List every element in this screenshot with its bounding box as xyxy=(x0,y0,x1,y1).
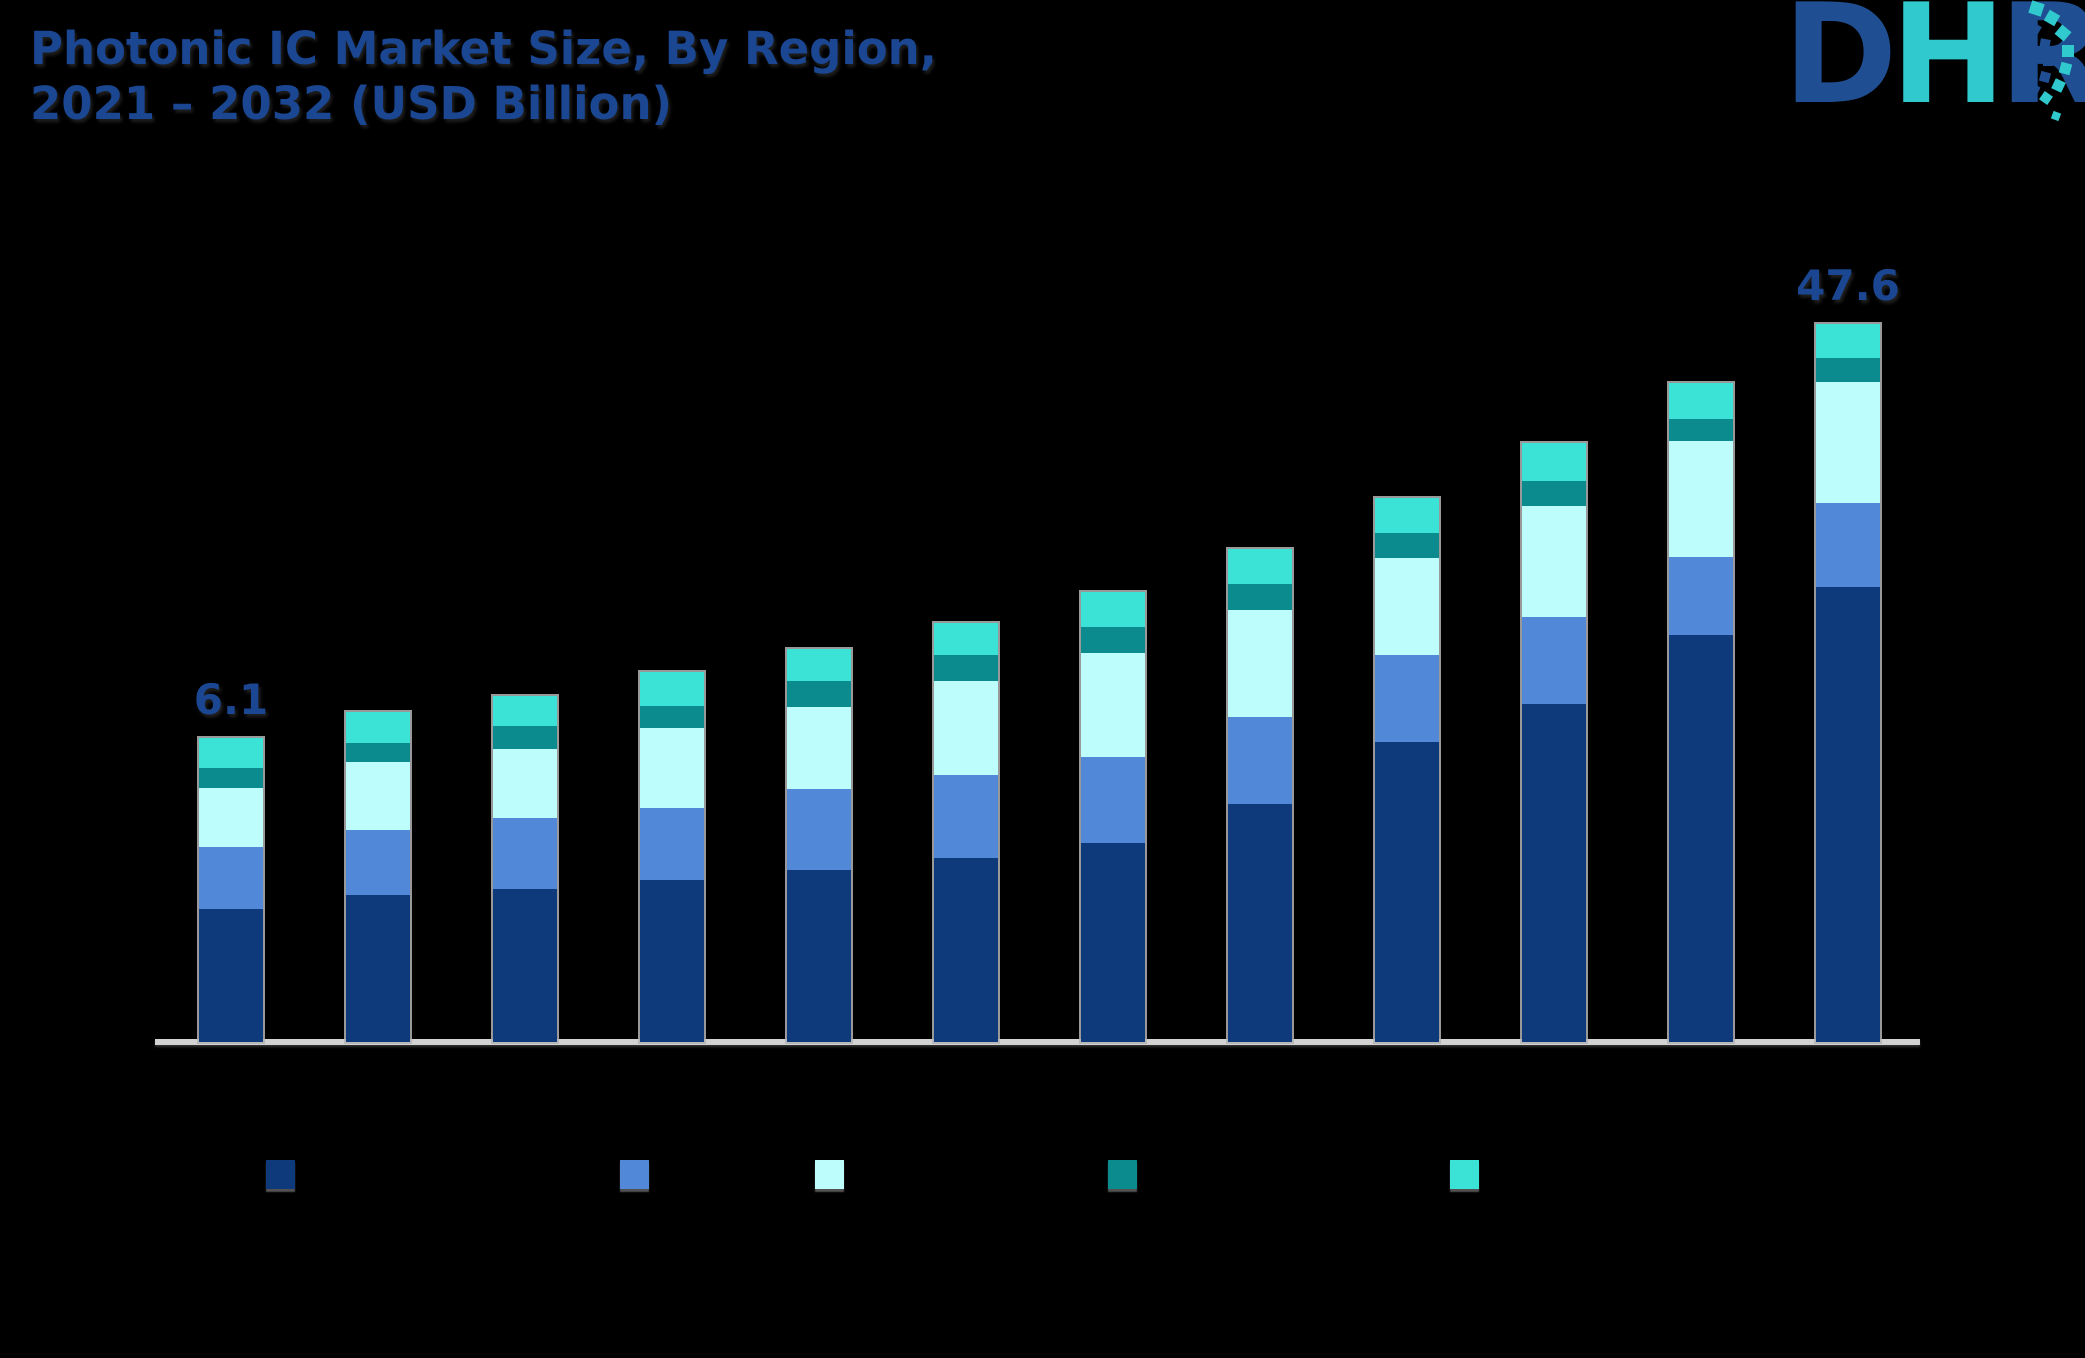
x-axis-line xyxy=(155,1039,1920,1045)
bar-2027-segment-1-navy xyxy=(1081,843,1145,1042)
bar-2023 xyxy=(493,696,557,1042)
legend-swatch-4 xyxy=(1108,1160,1137,1189)
logo-dot-12 xyxy=(2043,56,2053,66)
bar-2025-segment-1-navy xyxy=(787,870,851,1042)
bar-2032-segment-2-medium-blue xyxy=(1816,503,1880,587)
bar-2031 xyxy=(1669,383,1733,1042)
bar-2021-segment-3-pale-cyan xyxy=(199,788,263,847)
bar-2026-segment-4-dark-teal xyxy=(934,655,998,681)
bar-2028-segment-5-turquoise xyxy=(1228,549,1292,584)
bar-2028-segment-2-medium-blue xyxy=(1228,717,1292,804)
bar-2028-segment-1-navy xyxy=(1228,804,1292,1042)
bar-2024-segment-2-medium-blue xyxy=(640,808,704,880)
legend-swatch-1 xyxy=(266,1160,295,1189)
bar-2026-segment-2-medium-blue xyxy=(934,775,998,858)
bar-2025 xyxy=(787,649,851,1042)
bar-2025-segment-4-dark-teal xyxy=(787,681,851,707)
bar-2027-segment-5-turquoise xyxy=(1081,592,1145,627)
bar-2030 xyxy=(1522,443,1586,1042)
bar-2031-segment-1-navy xyxy=(1669,635,1733,1042)
bar-2022-segment-2-medium-blue xyxy=(346,830,410,895)
value-label-2032: 47.6 xyxy=(1796,261,1900,310)
bar-2030-segment-3-pale-cyan xyxy=(1522,506,1586,617)
chart-title-line2: 2021 – 2032 (USD Billion) xyxy=(30,76,673,130)
bar-2025-segment-2-medium-blue xyxy=(787,789,851,870)
bar-2028 xyxy=(1228,549,1292,1042)
bar-2030-segment-5-turquoise xyxy=(1522,443,1586,481)
bar-2022-segment-5-turquoise xyxy=(346,712,410,743)
bar-2021-segment-1-navy xyxy=(199,909,263,1042)
bar-2029-segment-2-medium-blue xyxy=(1375,655,1439,742)
bar-2022-segment-1-navy xyxy=(346,895,410,1042)
bar-2022-segment-3-pale-cyan xyxy=(346,762,410,830)
bar-2023-segment-3-pale-cyan xyxy=(493,749,557,818)
bar-2029-segment-3-pale-cyan xyxy=(1375,558,1439,655)
bar-2026-segment-5-turquoise xyxy=(934,623,998,655)
bar-2022-segment-4-dark-teal xyxy=(346,743,410,762)
bar-2028-segment-3-pale-cyan xyxy=(1228,610,1292,717)
bar-2024-segment-3-pale-cyan xyxy=(640,728,704,808)
bar-2023-segment-2-medium-blue xyxy=(493,818,557,889)
bar-2032-segment-4-dark-teal xyxy=(1816,358,1880,382)
chart-title-line1: Photonic IC Market Size, By Region, xyxy=(30,22,937,75)
bar-2021 xyxy=(199,738,263,1042)
bar-2022 xyxy=(346,712,410,1042)
bar-2026-segment-1-navy xyxy=(934,858,998,1042)
bar-2025-segment-3-pale-cyan xyxy=(787,707,851,789)
bar-2021-segment-4-dark-teal xyxy=(199,768,263,788)
bar-2032-segment-5-turquoise xyxy=(1816,324,1880,358)
bar-2031-segment-2-medium-blue xyxy=(1669,557,1733,635)
legend-swatch-2 xyxy=(620,1160,649,1189)
bar-2030-segment-1-navy xyxy=(1522,704,1586,1042)
bar-2026-segment-3-pale-cyan xyxy=(934,681,998,775)
bar-2024 xyxy=(640,672,704,1042)
bar-2031-segment-3-pale-cyan xyxy=(1669,441,1733,557)
bar-2029-segment-4-dark-teal xyxy=(1375,533,1439,558)
legend-swatch-3 xyxy=(815,1160,844,1189)
bar-2027-segment-2-medium-blue xyxy=(1081,757,1145,843)
bar-2024-segment-4-dark-teal xyxy=(640,706,704,728)
bar-2032-segment-3-pale-cyan xyxy=(1816,382,1880,503)
legend-swatch-5 xyxy=(1450,1160,1479,1189)
bar-2026 xyxy=(934,623,998,1042)
bar-2028-segment-4-dark-teal xyxy=(1228,584,1292,610)
logo-letter-d: D xyxy=(1783,0,1898,135)
bar-2030-segment-2-medium-blue xyxy=(1522,617,1586,704)
bar-2025-segment-5-turquoise xyxy=(787,649,851,681)
bar-2021-segment-2-medium-blue xyxy=(199,847,263,909)
bar-2031-segment-4-dark-teal xyxy=(1669,419,1733,441)
value-label-2021: 6.1 xyxy=(193,675,269,724)
bar-2029-segment-1-navy xyxy=(1375,742,1439,1042)
logo-letter-h: H xyxy=(1890,0,2006,135)
chart-title: Photonic IC Market Size, By Region, 2021… xyxy=(30,22,937,132)
bar-2027 xyxy=(1081,592,1145,1042)
logo-dot-4 xyxy=(2062,45,2074,57)
bar-2029-segment-5-turquoise xyxy=(1375,498,1439,533)
bar-2031-segment-5-turquoise xyxy=(1669,383,1733,419)
bar-2029 xyxy=(1375,498,1439,1042)
bar-2021-segment-5-turquoise xyxy=(199,738,263,768)
bar-2027-segment-4-dark-teal xyxy=(1081,627,1145,653)
bar-2032-segment-1-navy xyxy=(1816,587,1880,1042)
bar-2024-segment-1-navy xyxy=(640,880,704,1042)
bar-2023-segment-5-turquoise xyxy=(493,696,557,726)
bar-2024-segment-5-turquoise xyxy=(640,672,704,706)
bar-2032 xyxy=(1816,324,1880,1042)
bar-2023-segment-1-navy xyxy=(493,889,557,1042)
bar-2027-segment-3-pale-cyan xyxy=(1081,653,1145,757)
dhr-logo: DHR xyxy=(1783,0,2085,124)
bar-2030-segment-4-dark-teal xyxy=(1522,481,1586,506)
bar-2023-segment-4-dark-teal xyxy=(493,726,557,749)
